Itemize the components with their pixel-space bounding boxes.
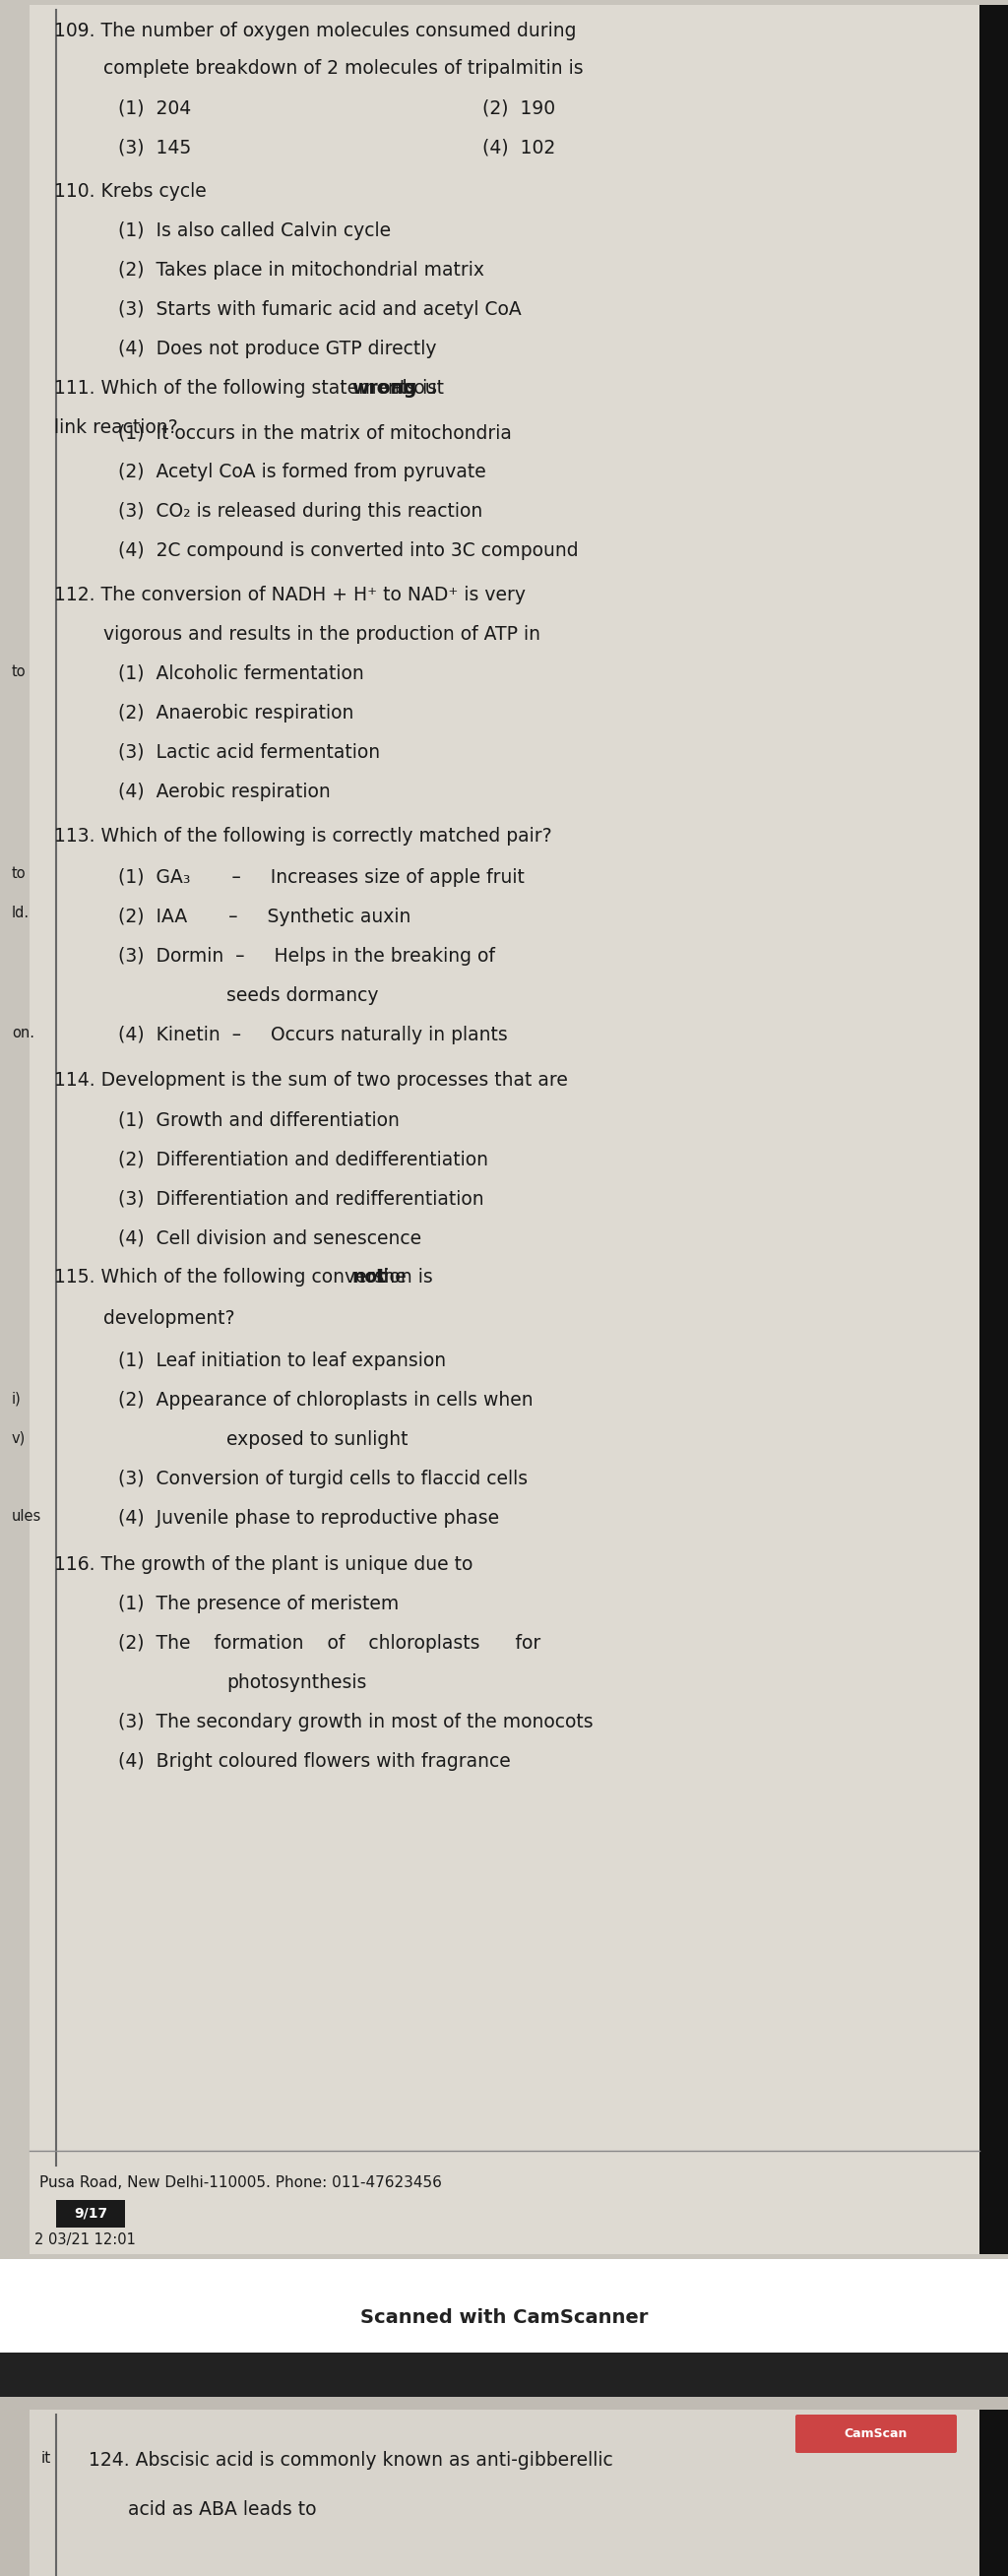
FancyBboxPatch shape	[795, 2414, 957, 2452]
Text: (3)  Starts with fumaric acid and acetyl CoA: (3) Starts with fumaric acid and acetyl …	[118, 301, 521, 319]
Text: it: it	[41, 2450, 51, 2465]
Text: ld.: ld.	[12, 907, 29, 920]
Text: (1)  GA₃       –     Increases size of apple fruit: (1) GA₃ – Increases size of apple fruit	[118, 868, 524, 886]
Text: 9/17: 9/17	[74, 2208, 108, 2221]
Text: the: the	[370, 1267, 406, 1285]
Bar	[980, 5, 1008, 2254]
Text: (2)  Appearance of chloroplasts in cells when: (2) Appearance of chloroplasts in cells …	[118, 1391, 533, 1409]
Text: wrong: wrong	[352, 379, 417, 397]
Text: (4)  Juvenile phase to reproductive phase: (4) Juvenile phase to reproductive phase	[118, 1510, 499, 1528]
Text: on.: on.	[12, 1025, 34, 1041]
Text: (3)  Conversion of turgid cells to flaccid cells: (3) Conversion of turgid cells to flacci…	[118, 1471, 528, 1489]
Bar	[29, 5, 980, 2254]
Text: Pusa Road, New Delhi-110005. Phone: 011-47623456: Pusa Road, New Delhi-110005. Phone: 011-…	[39, 2174, 442, 2190]
Text: 116. The growth of the plant is unique due to: 116. The growth of the plant is unique d…	[54, 1556, 473, 1574]
Bar	[0, 2396, 1008, 2576]
Text: 110. Krebs cycle: 110. Krebs cycle	[54, 183, 207, 201]
Text: (2)  Acetyl CoA is formed from pyruvate: (2) Acetyl CoA is formed from pyruvate	[118, 464, 486, 482]
Text: ules: ules	[12, 1510, 41, 1525]
Text: vigorous and results in the production of ATP in: vigorous and results in the production o…	[104, 626, 540, 644]
Text: (3)  145: (3) 145	[118, 137, 192, 157]
Text: (2)  IAA       –     Synthetic auxin: (2) IAA – Synthetic auxin	[118, 907, 411, 927]
Text: photosynthesis: photosynthesis	[227, 1674, 367, 1692]
Bar	[56, 2200, 125, 2228]
Text: 111. Which of the following statements is: 111. Which of the following statements i…	[54, 379, 444, 397]
Text: (3)  Lactic acid fermentation: (3) Lactic acid fermentation	[118, 742, 380, 762]
Text: (1)  204: (1) 204	[118, 98, 192, 116]
Text: 112. The conversion of NADH + H⁺ to NAD⁺ is very: 112. The conversion of NADH + H⁺ to NAD⁺…	[54, 585, 525, 605]
Text: (2)  The    formation    of    chloroplasts      for: (2) The formation of chloroplasts for	[118, 1633, 540, 1654]
Bar	[0, 2259, 1008, 2378]
Text: 113. Which of the following is correctly matched pair?: 113. Which of the following is correctly…	[54, 827, 551, 845]
Text: (3)  Dormin  –     Helps in the breaking of: (3) Dormin – Helps in the breaking of	[118, 948, 495, 966]
Text: (4)  2C compound is converted into 3C compound: (4) 2C compound is converted into 3C com…	[118, 541, 579, 559]
Text: (1)  Alcoholic fermentation: (1) Alcoholic fermentation	[118, 665, 364, 683]
Text: (2)  Takes place in mitochondrial matrix: (2) Takes place in mitochondrial matrix	[118, 260, 484, 281]
Text: to: to	[12, 866, 26, 881]
Text: (4)  Bright coloured flowers with fragrance: (4) Bright coloured flowers with fragran…	[118, 1752, 511, 1770]
Text: 115. Which of the following conversion is: 115. Which of the following conversion i…	[54, 1267, 438, 1285]
Text: (3)  Differentiation and redifferentiation: (3) Differentiation and redifferentiatio…	[118, 1190, 484, 1208]
Bar	[0, 2352, 1008, 2396]
Text: (4)  Cell division and senescence: (4) Cell division and senescence	[118, 1229, 421, 1247]
Text: v): v)	[12, 1430, 26, 1445]
Text: exposed to sunlight: exposed to sunlight	[227, 1430, 408, 1448]
Text: to: to	[12, 665, 26, 680]
Text: 114. Development is the sum of two processes that are: 114. Development is the sum of two proce…	[54, 1072, 568, 1090]
Text: (4)  Does not produce GTP directly: (4) Does not produce GTP directly	[118, 340, 436, 358]
Text: complete breakdown of 2 molecules of tripalmitin is: complete breakdown of 2 molecules of tri…	[104, 59, 584, 77]
Text: 124. Abscisic acid is commonly known as anti-gibberellic: 124. Abscisic acid is commonly known as …	[89, 2450, 613, 2470]
Text: 109. The number of oxygen molecules consumed during: 109. The number of oxygen molecules cons…	[54, 21, 577, 41]
Text: Scanned with CamScanner: Scanned with CamScanner	[360, 2308, 648, 2329]
Text: (4)  102: (4) 102	[483, 137, 555, 157]
Text: (3)  The secondary growth in most of the monocots: (3) The secondary growth in most of the …	[118, 1713, 594, 1731]
Bar	[980, 2409, 1008, 2576]
Text: CamScan: CamScan	[845, 2427, 908, 2439]
Text: (4)  Kinetin  –     Occurs naturally in plants: (4) Kinetin – Occurs naturally in plants	[118, 1025, 508, 1043]
Text: 2 03/21 12:01: 2 03/21 12:01	[34, 2233, 136, 2246]
Text: (2)  Anaerobic respiration: (2) Anaerobic respiration	[118, 703, 354, 721]
Text: about: about	[384, 379, 444, 397]
Text: seeds dormancy: seeds dormancy	[227, 987, 378, 1005]
Bar	[29, 2409, 980, 2576]
Text: (1)  Growth and differentiation: (1) Growth and differentiation	[118, 1110, 399, 1128]
Text: (1)  Leaf initiation to leaf expansion: (1) Leaf initiation to leaf expansion	[118, 1352, 447, 1370]
Text: (1)  It occurs in the matrix of mitochondria: (1) It occurs in the matrix of mitochond…	[118, 422, 512, 443]
Text: development?: development?	[104, 1309, 235, 1327]
Text: (3)  CO₂ is released during this reaction: (3) CO₂ is released during this reaction	[118, 502, 483, 520]
Text: acid as ABA leads to: acid as ABA leads to	[128, 2501, 317, 2519]
Text: link reaction?: link reaction?	[54, 417, 177, 438]
Text: (1)  The presence of meristem: (1) The presence of meristem	[118, 1595, 399, 1613]
Text: (2)  190: (2) 190	[483, 98, 555, 116]
Text: not: not	[352, 1267, 386, 1285]
Text: (1)  Is also called Calvin cycle: (1) Is also called Calvin cycle	[118, 222, 391, 240]
Text: (2)  Differentiation and dedifferentiation: (2) Differentiation and dedifferentiatio…	[118, 1149, 488, 1170]
Text: (4)  Aerobic respiration: (4) Aerobic respiration	[118, 783, 331, 801]
Text: i): i)	[12, 1391, 21, 1406]
